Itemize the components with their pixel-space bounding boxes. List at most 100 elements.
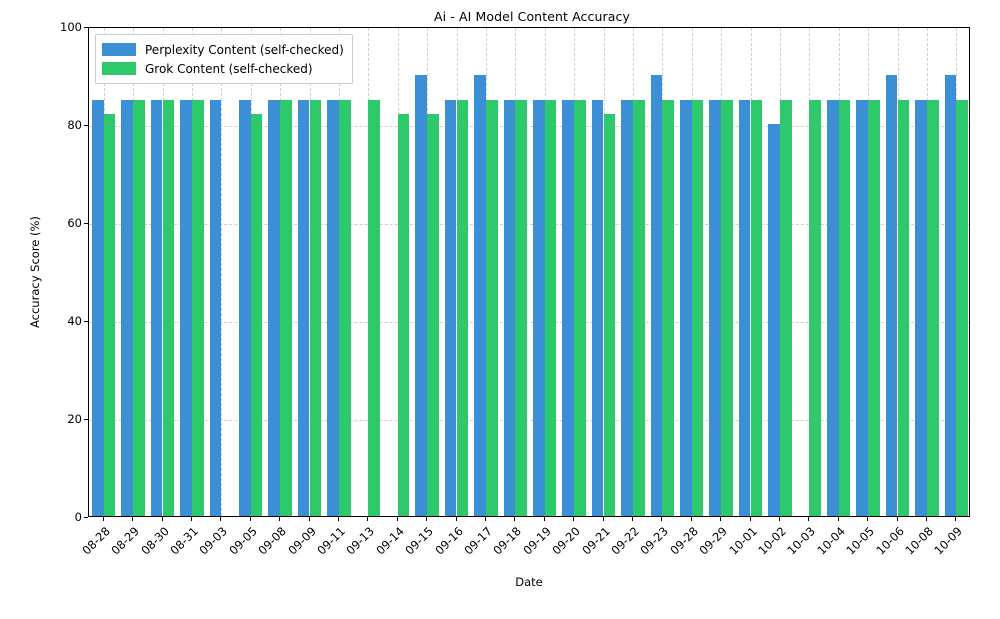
- x-tick-mark: [955, 517, 957, 521]
- bar: [191, 99, 204, 516]
- bar: [297, 99, 310, 516]
- x-tick-mark: [249, 517, 251, 521]
- x-tick-mark: [426, 517, 428, 521]
- bar: [915, 99, 927, 516]
- chart-legend: Perplexity Content (self-checked) Grok Co…: [95, 34, 353, 84]
- y-tick-mark: [84, 125, 88, 126]
- page-title: Ai - AI Model Content Accuracy: [434, 9, 630, 24]
- y-tick-mark: [84, 517, 88, 518]
- bar: [868, 99, 880, 516]
- x-tick-mark: [337, 517, 339, 521]
- y-tick-label: 40: [67, 314, 82, 328]
- x-tick-mark: [808, 517, 810, 521]
- bar: [250, 114, 263, 516]
- bar: [826, 99, 839, 516]
- gridline-horizontal: [89, 420, 969, 421]
- x-tick-mark: [161, 517, 163, 521]
- bar: [515, 99, 528, 516]
- y-axis-label: Accuracy Score (%): [28, 216, 42, 328]
- bar: [897, 99, 910, 516]
- x-tick-mark: [631, 517, 633, 521]
- bar: [709, 99, 722, 516]
- x-tick-mark: [308, 517, 310, 521]
- bar: [368, 99, 381, 516]
- y-tick-mark: [84, 419, 88, 420]
- plot-area: [88, 27, 970, 517]
- x-tick-mark: [602, 517, 604, 521]
- gridline-horizontal: [89, 126, 969, 127]
- y-tick-mark: [84, 223, 88, 224]
- bar: [532, 99, 545, 516]
- bar: [721, 99, 733, 516]
- bar: [750, 99, 763, 516]
- bar: [562, 99, 575, 516]
- y-tick-label: 80: [67, 118, 82, 132]
- y-tick-label: 0: [74, 510, 82, 524]
- x-tick-mark: [514, 517, 516, 521]
- x-tick-mark: [690, 517, 692, 521]
- x-tick-mark: [778, 517, 780, 521]
- x-tick-mark: [543, 517, 545, 521]
- bar: [662, 99, 675, 516]
- bar: [856, 99, 869, 516]
- bar: [309, 99, 322, 516]
- legend-label: Grok Content (self-checked): [145, 61, 313, 76]
- x-tick-mark: [396, 517, 398, 521]
- bar: [133, 99, 145, 516]
- x-tick-mark: [661, 517, 663, 521]
- bar: [103, 114, 116, 516]
- x-tick-mark: [837, 517, 839, 521]
- x-tick-mark: [102, 517, 104, 521]
- bar: [91, 99, 104, 516]
- x-tick-mark: [896, 517, 898, 521]
- legend-label: Perplexity Content (self-checked): [145, 42, 344, 57]
- bar: [121, 99, 134, 516]
- x-tick-mark: [367, 517, 369, 521]
- gridline-vertical: [221, 28, 223, 516]
- bar: [691, 99, 704, 516]
- bar: [621, 99, 633, 516]
- y-tick-label: 20: [67, 412, 82, 426]
- y-tick-mark: [84, 27, 88, 28]
- bar: [444, 99, 457, 516]
- x-tick-mark: [190, 517, 192, 521]
- bar: [944, 75, 957, 516]
- legend-item[interactable]: Perplexity Content (self-checked): [102, 40, 344, 59]
- bar: [150, 99, 163, 516]
- bar: [591, 99, 604, 516]
- bar: [456, 99, 469, 516]
- bar: [268, 99, 281, 516]
- legend-color-swatch: [102, 43, 136, 56]
- bar: [838, 99, 851, 516]
- y-tick-mark: [84, 321, 88, 322]
- bar: [779, 99, 792, 516]
- bar: [162, 99, 175, 516]
- bar: [809, 99, 822, 516]
- bar: [768, 124, 780, 516]
- bar: [738, 99, 751, 516]
- x-tick-mark: [220, 517, 222, 521]
- bar: [603, 114, 616, 516]
- bar: [544, 99, 557, 516]
- bar: [679, 99, 692, 516]
- bar: [632, 99, 645, 516]
- bar: [180, 99, 192, 516]
- x-tick-mark: [720, 517, 722, 521]
- x-tick-mark: [455, 517, 457, 521]
- bar: [338, 99, 351, 516]
- bar: [574, 99, 586, 516]
- bar: [209, 99, 222, 516]
- bar: [427, 114, 439, 516]
- bar: [280, 99, 292, 516]
- bar: [956, 99, 969, 516]
- legend-item[interactable]: Grok Content (self-checked): [102, 59, 344, 78]
- x-axis-label: Date: [515, 575, 543, 589]
- legend-color-swatch: [102, 62, 136, 75]
- y-tick-label: 100: [60, 20, 82, 34]
- x-tick-mark: [573, 517, 575, 521]
- bar: [885, 75, 898, 516]
- bar: [926, 99, 939, 516]
- x-tick-mark: [867, 517, 869, 521]
- bar: [397, 114, 410, 516]
- x-tick-mark: [925, 517, 927, 521]
